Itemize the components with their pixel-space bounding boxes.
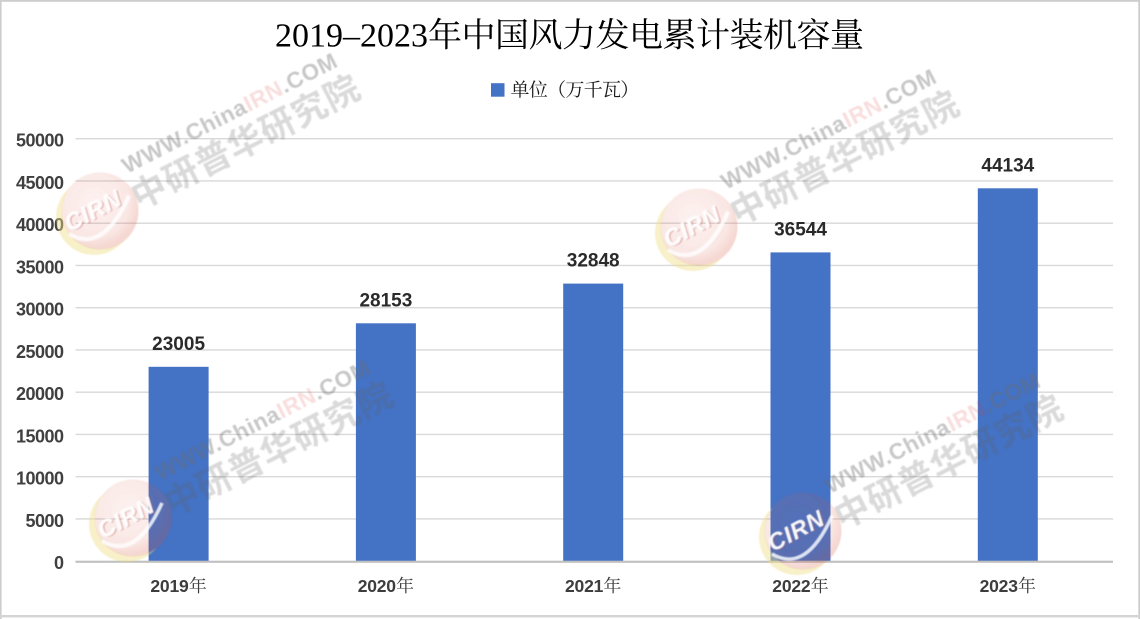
svg-text:0: 0 (54, 553, 64, 573)
svg-text:5000: 5000 (25, 511, 64, 531)
svg-text:2023: 2023 (980, 576, 1019, 596)
svg-text:25000: 25000 (16, 342, 64, 362)
svg-text:15000: 15000 (16, 426, 64, 446)
svg-text:45000: 45000 (16, 173, 64, 193)
svg-text:35000: 35000 (16, 257, 64, 277)
svg-text:30000: 30000 (16, 300, 64, 320)
svg-text:50000: 50000 (16, 131, 64, 151)
svg-text:28153: 28153 (359, 290, 412, 311)
svg-text:2022: 2022 (772, 576, 811, 596)
svg-text:36544: 36544 (774, 219, 827, 240)
svg-text:2019: 2019 (150, 576, 189, 596)
svg-text:2021: 2021 (565, 576, 604, 596)
svg-text:23005: 23005 (152, 334, 205, 355)
svg-text:44134: 44134 (981, 155, 1034, 176)
svg-text:10000: 10000 (16, 469, 64, 489)
svg-text:2020: 2020 (358, 576, 397, 596)
svg-text:32848: 32848 (567, 251, 620, 272)
svg-text:2019–2023: 2019–2023 (275, 18, 428, 55)
svg-text:40000: 40000 (16, 215, 64, 235)
svg-text:20000: 20000 (16, 384, 64, 404)
